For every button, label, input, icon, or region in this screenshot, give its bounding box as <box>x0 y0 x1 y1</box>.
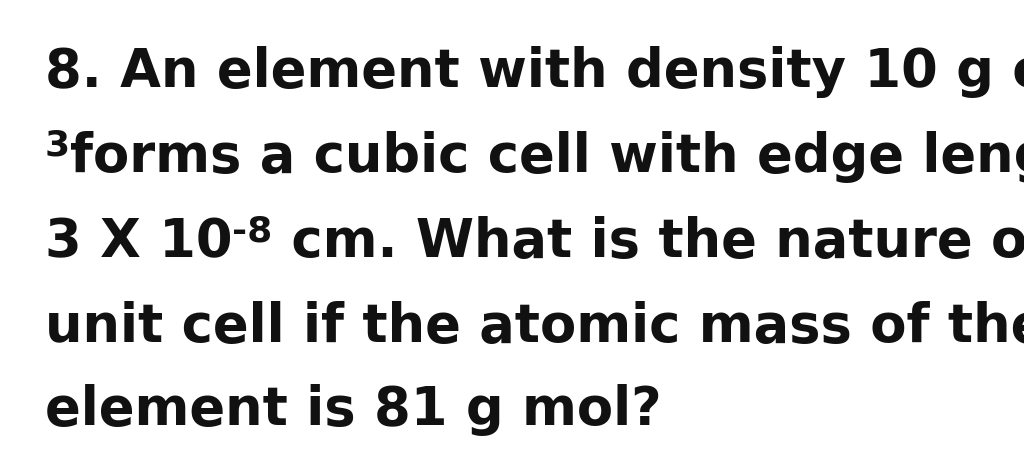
Text: 3 X 10: 3 X 10 <box>45 216 232 268</box>
Text: unit cell if the atomic mass of the: unit cell if the atomic mass of the <box>45 301 1024 353</box>
Text: cm. What is the nature of cubic: cm. What is the nature of cubic <box>272 216 1024 268</box>
Text: element is 81 g mol?: element is 81 g mol? <box>45 384 662 436</box>
Text: -8: -8 <box>232 214 272 248</box>
Text: 8. An element with density 10 g cm: 8. An element with density 10 g cm <box>45 46 1024 98</box>
Text: forms a cubic cell with edge length of: forms a cubic cell with edge length of <box>70 131 1024 183</box>
Text: 3: 3 <box>45 129 70 163</box>
